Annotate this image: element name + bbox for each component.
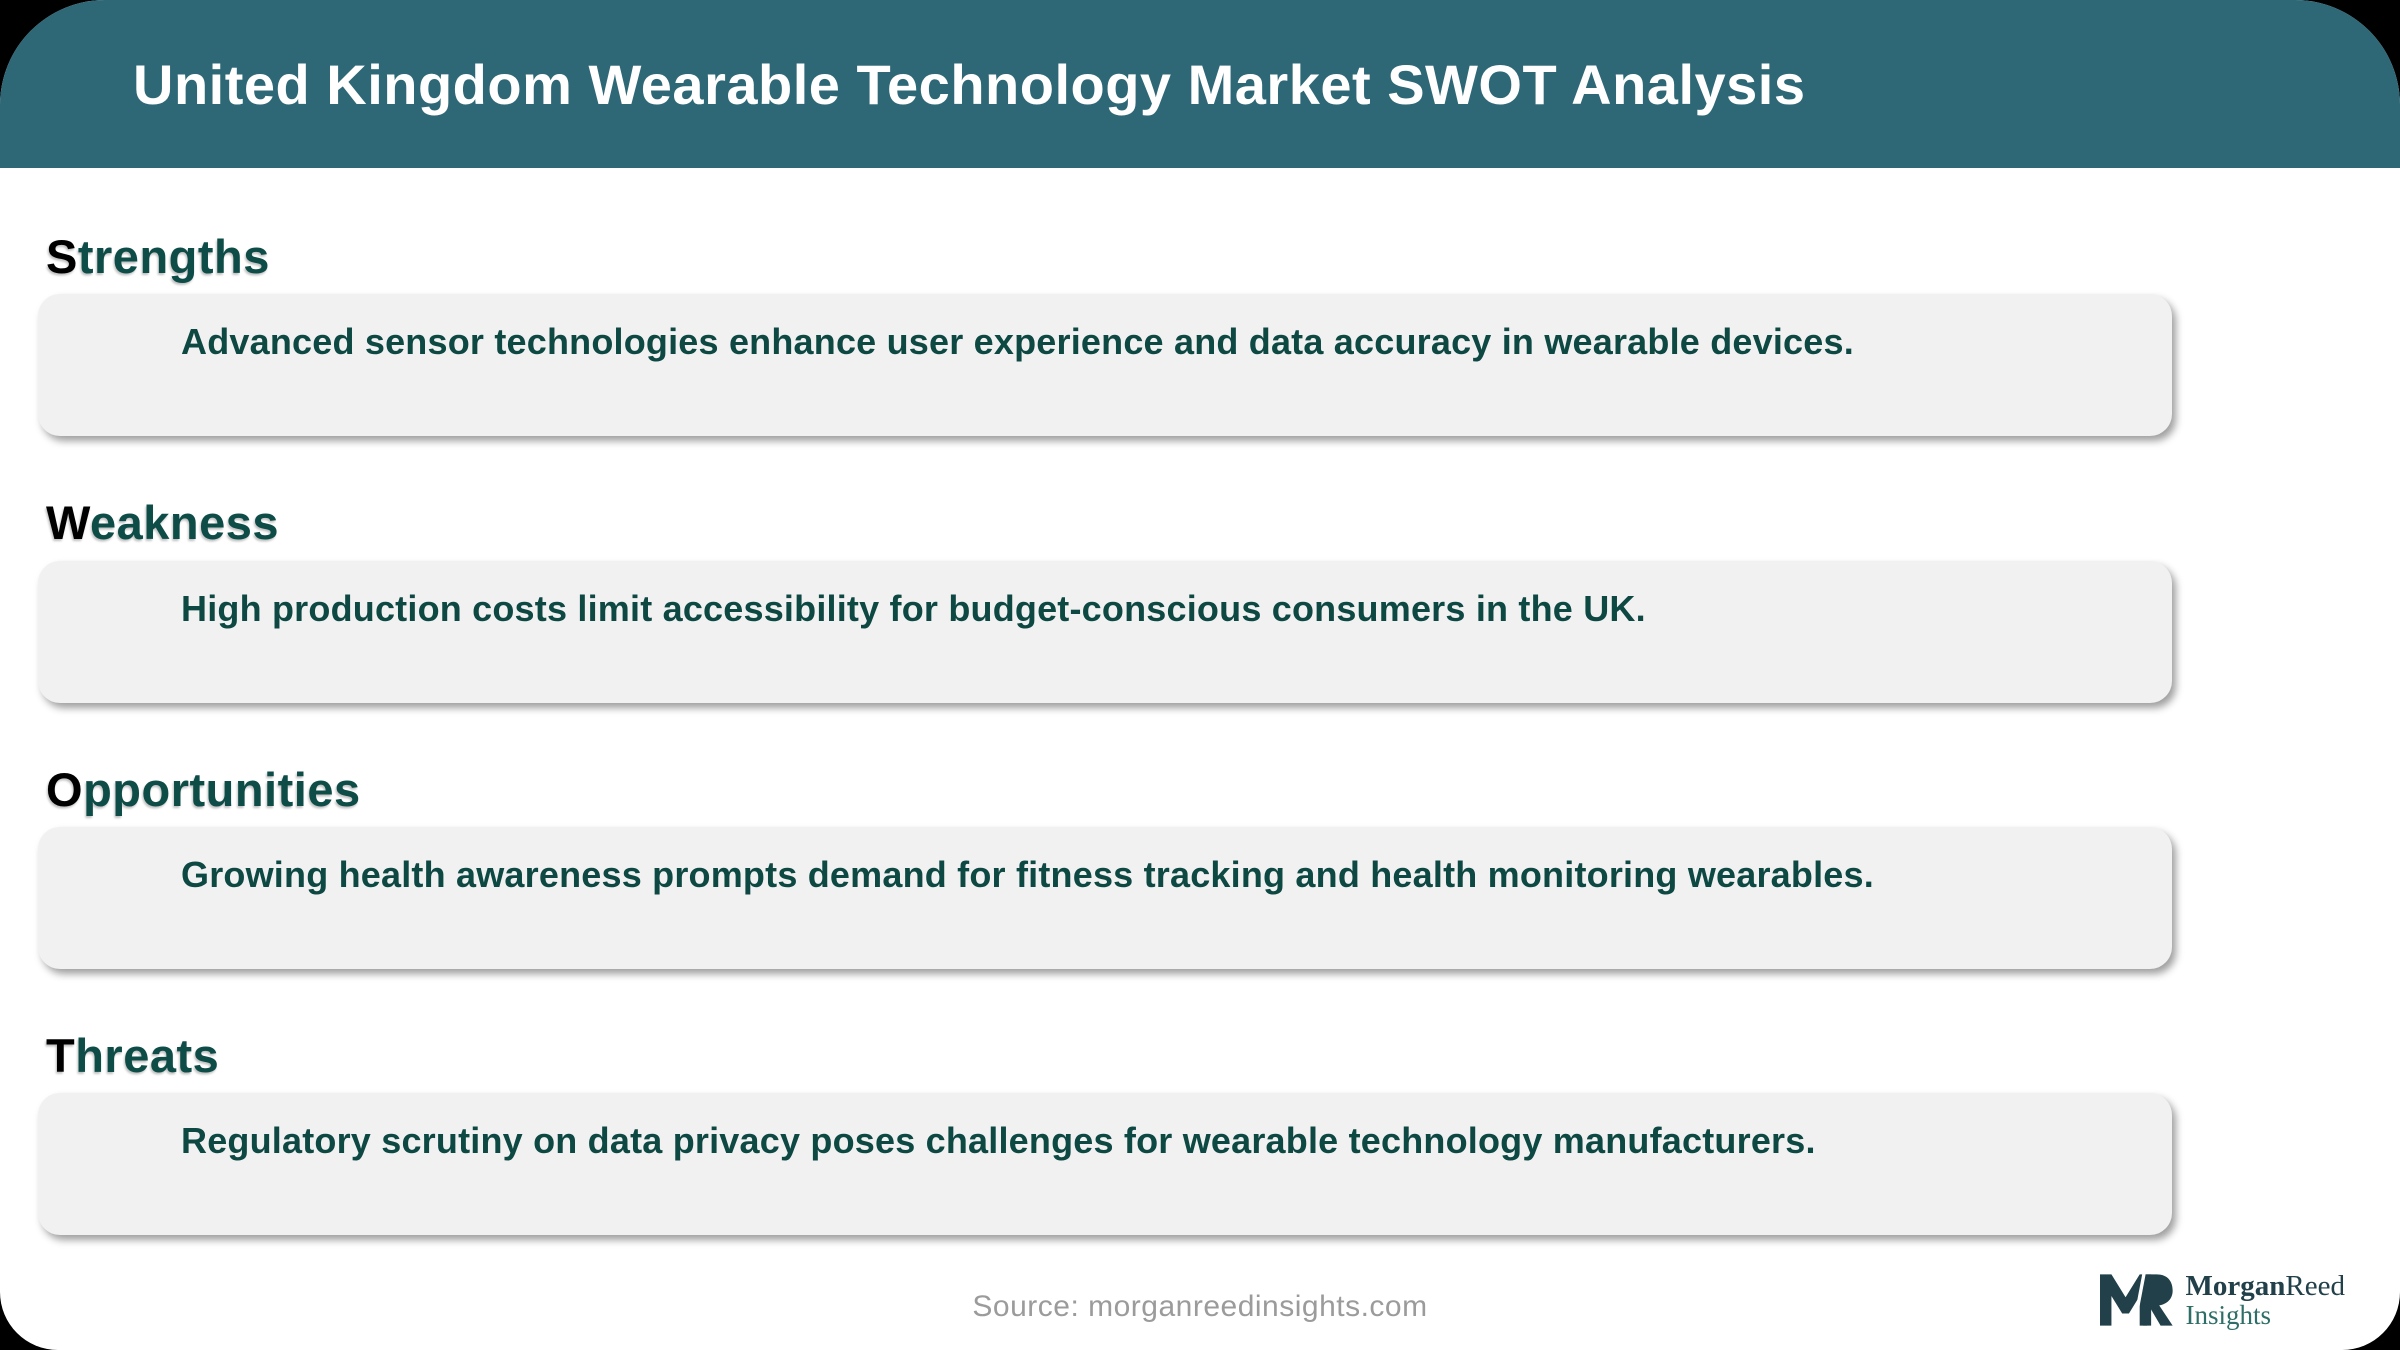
- section-heading-strengths: Strengths: [46, 230, 270, 283]
- logo-name-regular: Reed: [2285, 1269, 2345, 1302]
- swot-text-threats: Regulatory scrutiny on data privacy pose…: [181, 1120, 1816, 1162]
- swot-box-threats: Regulatory scrutiny on data privacy pose…: [38, 1093, 2172, 1236]
- swot-sections: Strengths Advanced sensor technologies e…: [0, 230, 2400, 1236]
- mr-monogram-icon: [2099, 1262, 2174, 1338]
- swot-text-weakness: High production costs limit accessibilit…: [181, 587, 1646, 629]
- swot-text-strengths: Advanced sensor technologies enhance use…: [181, 321, 1854, 363]
- logo-name-bold: Morgan: [2185, 1269, 2286, 1302]
- section-heading-threats: Threats: [46, 1029, 220, 1083]
- section-heading-opportunities: Opportunities: [46, 762, 361, 816]
- swot-box-opportunities: Growing health awareness prompts demand …: [38, 827, 2172, 970]
- logo-subtitle: Insights: [2185, 1300, 2272, 1331]
- swot-box-strengths: Advanced sensor technologies enhance use…: [38, 294, 2172, 437]
- section-opportunities: Opportunities Growing health awareness p…: [38, 762, 2172, 970]
- section-threats: Threats Regulatory scrutiny on data priv…: [38, 1029, 2172, 1236]
- swot-text-opportunities: Growing health awareness prompts demand …: [181, 854, 1874, 896]
- page-title: United Kingdom Wearable Technology Marke…: [133, 52, 1806, 116]
- morganreed-logo: MorganReed Insights: [2099, 1262, 2345, 1338]
- swot-box-weakness: High production costs limit accessibilit…: [38, 560, 2172, 703]
- section-weakness: Weakness High production costs limit acc…: [38, 496, 2172, 703]
- source-text: Source: morganreedinsights.com: [972, 1290, 1428, 1323]
- logo-name: MorganReed: [2186, 1271, 2345, 1301]
- section-heading-weakness: Weakness: [46, 496, 280, 550]
- header-bar: United Kingdom Wearable Technology Marke…: [0, 0, 2400, 168]
- logo-text: MorganReed Insights: [2186, 1271, 2345, 1329]
- section-strengths: Strengths Advanced sensor technologies e…: [38, 230, 2172, 437]
